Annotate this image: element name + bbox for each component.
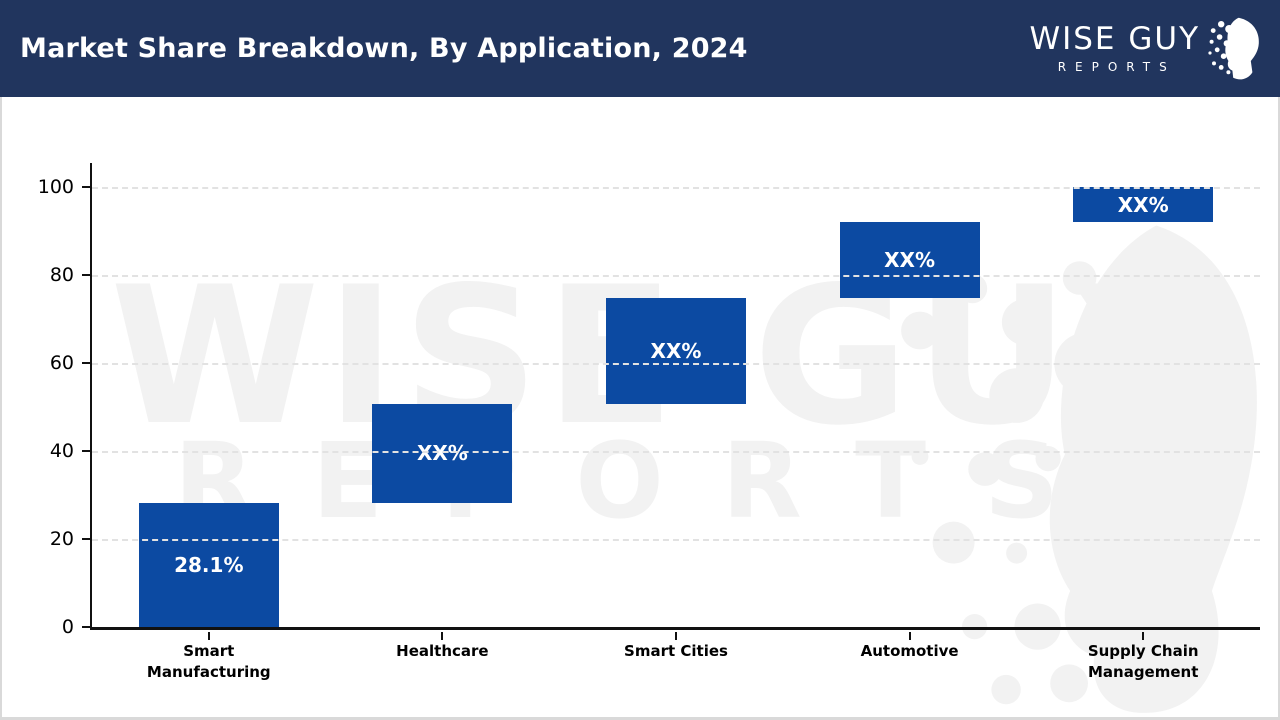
y-tick-label: 20 xyxy=(49,528,74,551)
bar-smart-manufacturing: 28.1% xyxy=(138,503,279,627)
bar-healthcare: XX% xyxy=(372,403,513,504)
x-axis-label: Healthcare xyxy=(396,642,489,660)
gridline-20 xyxy=(92,539,1260,542)
x-axis-label: Smart Cities xyxy=(624,642,728,660)
logo-face-icon xyxy=(1208,17,1259,79)
bar-value-label: XX% xyxy=(416,441,468,466)
bar-value-label: XX% xyxy=(884,247,936,272)
plot-area: 0 20 40 60 80 100 28.1% Smart Manufacturing XX% H… xyxy=(38,163,1260,681)
logo-wordmark: WISE GUY xyxy=(1029,20,1200,57)
bar-value-label: 28.1% xyxy=(174,553,244,578)
watermark-face-icon xyxy=(901,225,1257,713)
x-axis-label: Supply Chain Management xyxy=(1087,642,1199,681)
x-axis-label: Smart Manufacturing xyxy=(146,642,271,681)
bar-supply-chain-management: XX% xyxy=(1073,187,1214,223)
x-tick-mark xyxy=(441,632,444,640)
y-tick-label: 80 xyxy=(49,264,74,287)
x-tick-mark xyxy=(675,632,677,640)
gridline-100 xyxy=(92,187,1260,190)
y-tick-mark xyxy=(82,274,90,277)
brand-logo: WISE GUY REPORTS xyxy=(1029,11,1266,87)
gridline-40 xyxy=(92,451,1260,454)
x-axis-label: Automotive xyxy=(860,642,959,660)
brand-logo-text: WISE GUY REPORTS xyxy=(1029,20,1200,74)
y-tick-label: 0 xyxy=(61,616,74,638)
y-tick-mark xyxy=(82,538,90,541)
y-tick-label: 100 xyxy=(37,176,74,199)
x-tick-mark xyxy=(1142,632,1145,640)
gridline-80 xyxy=(92,275,1260,278)
gridline-60 xyxy=(92,363,1260,366)
header: Market Share Breakdown, By Application, … xyxy=(0,0,1280,97)
bar-value-label: XX% xyxy=(650,338,702,363)
chart-container: WISE GUY REPORTS 0 20 40 60 80 100 28.1% Smart … xyxy=(0,97,1280,720)
y-tick-mark xyxy=(82,186,90,189)
logo-subtext: REPORTS xyxy=(1057,59,1176,74)
x-tick-mark xyxy=(207,632,210,640)
bar-automotive: XX% xyxy=(839,222,980,298)
bar-value-label: XX% xyxy=(1117,192,1169,217)
y-tick-mark xyxy=(82,450,90,453)
y-tick-mark xyxy=(82,626,90,628)
y-tick-mark xyxy=(82,362,90,365)
y-tick-label: 60 xyxy=(49,352,74,375)
watermark-subtext: REPORTS xyxy=(174,420,1118,542)
y-tick-label: 40 xyxy=(49,440,74,463)
page-title: Market Share Breakdown, By Application, … xyxy=(20,33,748,64)
bar-smart-cities: XX% xyxy=(605,297,747,404)
x-tick-mark xyxy=(908,632,911,640)
